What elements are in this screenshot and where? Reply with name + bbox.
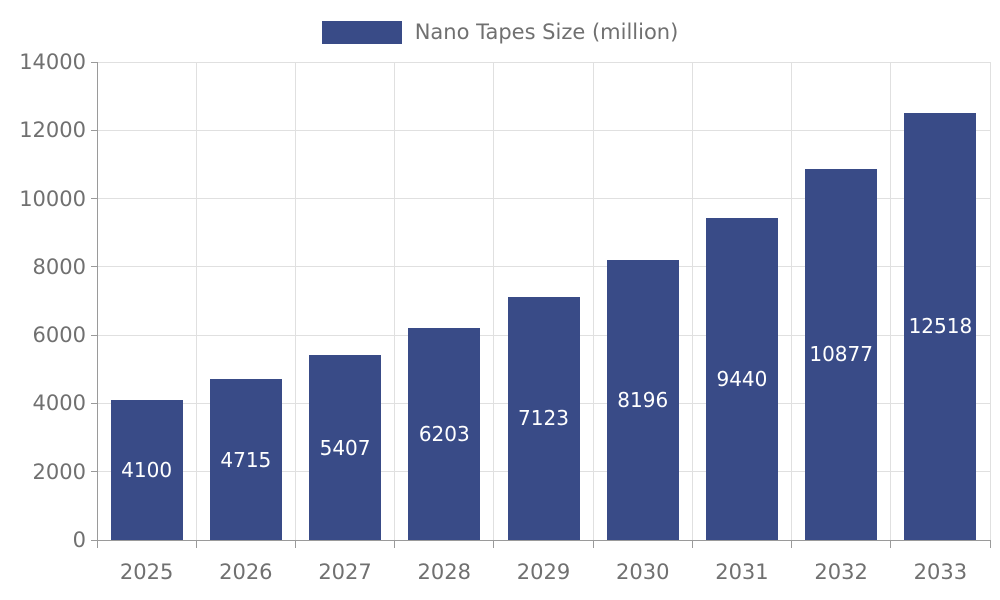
gridline-vertical <box>791 62 793 540</box>
y-tick-label: 8000 <box>32 254 86 279</box>
bar: 6203 <box>408 328 481 540</box>
gridline-vertical <box>195 62 197 540</box>
y-tick-label: 0 <box>72 528 86 552</box>
y-axis-tick <box>91 334 97 336</box>
y-tick-label: 6000 <box>32 323 86 348</box>
y-axis-tick <box>91 471 97 473</box>
x-tick-label: 2026 <box>219 560 273 584</box>
bar: 5407 <box>309 355 382 540</box>
gridline-vertical <box>294 62 296 540</box>
y-axis-tick <box>91 129 97 131</box>
x-tick-label: 2033 <box>913 560 968 584</box>
bar: 10877 <box>805 168 878 540</box>
bar-value-label: 4100 <box>121 457 173 482</box>
x-axis-tick <box>96 540 98 548</box>
x-tick-label: 2030 <box>615 560 670 584</box>
gridline-horizontal <box>97 61 990 63</box>
bar-value-label: 5407 <box>319 435 371 460</box>
x-axis-tick <box>394 540 396 548</box>
bar-value-label: 4715 <box>220 447 272 472</box>
bar: 4715 <box>209 379 282 540</box>
gridline-vertical <box>394 62 396 540</box>
x-tick-label: 2029 <box>516 560 571 584</box>
x-tick-label: 2025 <box>119 560 174 584</box>
bar-value-label: 8196 <box>617 388 669 413</box>
x-tick-label: 2032 <box>814 560 868 584</box>
bar-value-label: 7123 <box>518 406 569 431</box>
bar: 4100 <box>110 400 183 540</box>
y-axis-tick <box>91 266 97 268</box>
x-axis-tick <box>592 540 594 548</box>
y-axis-tick <box>91 402 97 404</box>
legend-swatch[interactable] <box>321 20 402 44</box>
x-axis-tick <box>493 540 495 548</box>
x-axis-tick <box>195 540 197 548</box>
x-axis-tick <box>989 540 991 548</box>
bar: 12518 <box>904 112 977 540</box>
y-tick-label: 14000 <box>19 50 86 74</box>
gridline-vertical <box>691 62 693 540</box>
legend[interactable]: Nano Tapes Size (million) <box>0 17 1000 47</box>
x-tick-label: 2028 <box>417 560 471 584</box>
gridline-horizontal <box>97 198 990 200</box>
bar: 9440 <box>705 217 778 540</box>
bar-value-label: 10877 <box>809 342 873 367</box>
x-axis-tick <box>691 540 693 548</box>
y-tick-label: 4000 <box>32 391 86 416</box>
gridline-vertical <box>592 62 594 540</box>
bar-value-label: 6203 <box>418 422 470 447</box>
x-axis-tick <box>890 540 892 548</box>
gridline-vertical <box>989 62 991 540</box>
y-tick-label: 12000 <box>19 118 86 143</box>
y-axis-tick <box>91 539 97 541</box>
gridline-vertical <box>493 62 495 540</box>
gridline-horizontal <box>97 266 990 268</box>
bar-value-label: 9440 <box>716 366 768 391</box>
bar-value-label: 12518 <box>908 314 973 339</box>
x-axis-line <box>97 539 990 541</box>
x-axis-tick <box>294 540 296 548</box>
y-axis-tick <box>91 61 97 63</box>
bar: 7123 <box>507 296 580 540</box>
y-tick-label: 2000 <box>32 459 86 484</box>
y-axis-tick <box>91 198 97 200</box>
gridline-horizontal <box>97 129 990 131</box>
y-axis-line <box>96 62 98 540</box>
gridline-vertical <box>890 62 892 540</box>
bar: 8196 <box>606 260 679 540</box>
x-tick-label: 2027 <box>318 560 372 584</box>
x-axis-tick <box>791 540 793 548</box>
y-tick-label: 10000 <box>19 186 86 211</box>
x-tick-label: 2031 <box>715 560 769 584</box>
legend-label[interactable]: Nano Tapes Size (million) <box>414 19 679 44</box>
